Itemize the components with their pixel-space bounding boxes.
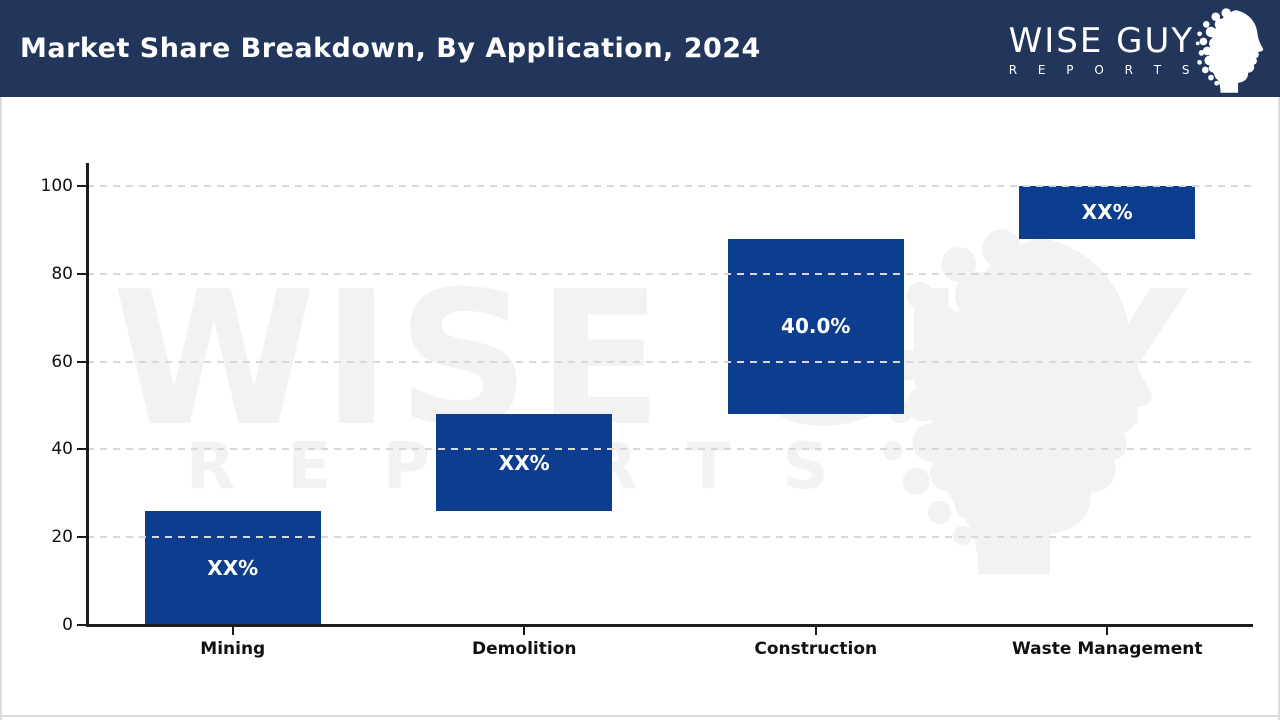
y-axis-line bbox=[86, 163, 89, 627]
wiseguy-logo: WISE GUY R E P O R T S bbox=[1005, 6, 1268, 94]
gridline bbox=[87, 272, 1253, 275]
bar-demolition bbox=[436, 414, 613, 511]
bar-value-label: XX% bbox=[207, 555, 259, 580]
x-axis-line bbox=[86, 624, 1253, 627]
y-axis-tick-label: 0 bbox=[62, 615, 73, 635]
logo-wordmark: WISE GUY bbox=[1008, 20, 1195, 61]
logo-subtext: R E P O R T S bbox=[1008, 62, 1198, 77]
y-axis-tick bbox=[77, 624, 86, 626]
bar-mining bbox=[144, 510, 321, 625]
y-axis-tick-label: 80 bbox=[51, 263, 73, 284]
gridline bbox=[87, 536, 1253, 539]
y-axis-tick-label: 20 bbox=[51, 527, 73, 548]
x-axis-tick bbox=[231, 626, 234, 635]
y-axis-tick bbox=[77, 272, 86, 275]
bar-value-label: XX% bbox=[1081, 200, 1133, 225]
y-axis-tick bbox=[77, 185, 86, 187]
page-title: Market Share Breakdown, By Application, … bbox=[20, 33, 761, 64]
x-axis-category-label: Mining bbox=[200, 639, 266, 659]
panel-border-bottom bbox=[0, 715, 1280, 717]
bar-value-label: XX% bbox=[498, 450, 550, 475]
panel-border-right bbox=[1278, 97, 1280, 720]
logo-head-icon bbox=[1195, 8, 1264, 93]
y-axis-tick-label: 60 bbox=[51, 351, 73, 372]
y-axis-tick bbox=[77, 536, 86, 539]
watermark-head-icon bbox=[877, 229, 1153, 575]
y-axis-tick bbox=[77, 448, 86, 451]
gridline bbox=[87, 360, 1253, 363]
gridline bbox=[87, 448, 1253, 451]
x-axis-category-label: Waste Management bbox=[1012, 639, 1203, 659]
x-axis-category-label: Demolition bbox=[472, 639, 577, 659]
y-axis-tick bbox=[77, 360, 86, 363]
header-bar: Market Share Breakdown, By Application, … bbox=[0, 0, 1280, 97]
y-axis-tick-label: 100 bbox=[40, 176, 73, 196]
y-axis-tick-label: 40 bbox=[51, 439, 73, 460]
gridline bbox=[87, 185, 1253, 187]
x-axis-tick bbox=[523, 626, 526, 635]
bar-value-label: 40.0% bbox=[781, 314, 851, 339]
bar-construction bbox=[727, 238, 904, 415]
logo-wordmark-block: WISE GUY R E P O R T S bbox=[1005, 24, 1198, 77]
x-axis-category-label: Construction bbox=[754, 639, 878, 659]
x-axis-tick bbox=[814, 626, 817, 635]
x-axis-tick bbox=[1106, 626, 1109, 635]
bar-waste-management bbox=[1019, 186, 1196, 239]
panel-border-left bbox=[0, 97, 2, 720]
